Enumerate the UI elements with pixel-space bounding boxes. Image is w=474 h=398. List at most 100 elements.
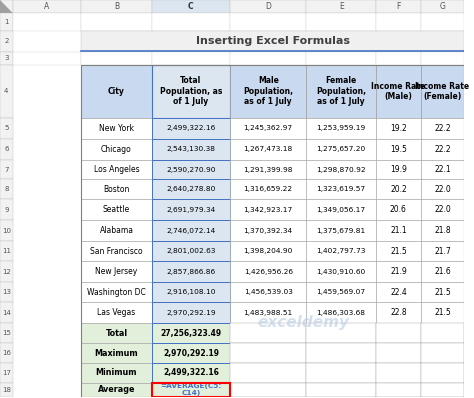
Bar [230,302,306,323]
Bar [376,179,421,199]
Bar [230,139,306,160]
Bar [421,160,464,179]
Bar [376,241,421,261]
Bar [152,241,230,261]
Bar [421,199,464,220]
Bar [421,179,464,199]
Text: A: A [45,2,50,11]
Bar [152,199,230,220]
Text: 2,590,270.90: 2,590,270.90 [166,166,216,172]
Text: Chicago: Chicago [101,144,132,154]
Bar [306,241,376,261]
Text: 22.4: 22.4 [390,288,407,297]
Bar [376,220,421,241]
Text: San Francisco: San Francisco [90,247,143,256]
Bar [13,0,81,13]
Bar [376,118,421,139]
Text: 18: 18 [2,387,11,393]
Bar [306,343,376,363]
Text: 7: 7 [4,166,9,172]
Text: 6: 6 [4,146,9,152]
Bar [421,363,464,383]
Bar [421,13,464,31]
Text: Average: Average [98,385,135,394]
Bar [230,363,306,383]
Bar [81,52,152,65]
Text: 20.6: 20.6 [390,205,407,215]
Bar [0,261,13,282]
Bar [376,363,421,383]
Bar [152,13,230,31]
Text: 1: 1 [4,19,9,25]
Text: 1,426,956.26: 1,426,956.26 [244,269,293,275]
Text: Los Angeles: Los Angeles [94,165,139,174]
Bar [81,31,464,52]
Text: 1,275,657.20: 1,275,657.20 [317,146,366,152]
Text: 1,267,473.18: 1,267,473.18 [244,146,293,152]
Text: 22.2: 22.2 [434,124,451,133]
Bar [81,302,152,323]
Text: Alabama: Alabama [100,226,134,235]
Bar [0,302,13,323]
Text: 1,342,923.17: 1,342,923.17 [244,207,293,213]
Text: 21.7: 21.7 [434,247,451,256]
Text: Maximum: Maximum [95,349,138,357]
Bar [376,302,421,323]
Bar [0,282,13,302]
Text: 1,370,392.34: 1,370,392.34 [244,228,293,234]
Bar [306,323,376,343]
Bar [152,139,230,160]
Bar [81,383,152,397]
Bar [81,0,152,13]
Text: 22.8: 22.8 [390,308,407,317]
Bar [152,160,230,179]
Bar [152,261,230,282]
Bar [306,220,376,241]
Bar [81,220,152,241]
Bar [421,261,464,282]
Text: Income Rate
(Female): Income Rate (Female) [415,82,470,101]
Bar [230,199,306,220]
Text: 1,398,204.90: 1,398,204.90 [244,248,293,254]
Bar [306,0,376,13]
Bar [0,118,13,139]
Bar [306,160,376,179]
Text: 14: 14 [2,310,11,316]
Text: Inserting Excel Formulas: Inserting Excel Formulas [196,36,350,47]
Bar [421,383,464,397]
Text: 3: 3 [4,55,9,61]
Text: Las Vegas: Las Vegas [97,308,136,317]
Text: 1,402,797.73: 1,402,797.73 [317,248,366,254]
Text: 1,375,679.81: 1,375,679.81 [317,228,366,234]
Bar [230,52,306,65]
Bar [306,13,376,31]
Bar [152,179,230,199]
Bar [306,179,376,199]
Text: 27,256,323.49: 27,256,323.49 [160,329,221,338]
Text: 2,857,866.86: 2,857,866.86 [166,269,216,275]
Bar [81,199,152,220]
Text: 1,291,399.98: 1,291,399.98 [244,166,293,172]
Text: 21.8: 21.8 [434,226,451,235]
Text: D: D [265,2,271,11]
Bar [152,65,230,118]
Bar [230,261,306,282]
Bar [152,282,230,302]
Bar [81,118,152,139]
Text: 1,298,870.92: 1,298,870.92 [316,166,366,172]
Bar [81,282,152,302]
Bar [376,261,421,282]
Bar [0,323,13,343]
Text: 16: 16 [2,350,11,356]
Bar [306,302,376,323]
Text: Boston: Boston [103,185,130,194]
Bar [376,0,421,13]
Text: 19.9: 19.9 [390,165,407,174]
Bar [306,363,376,383]
Bar [152,0,230,13]
Bar [81,343,152,363]
Bar [376,52,421,65]
Bar [230,160,306,179]
Bar [81,179,152,199]
Bar [230,383,306,397]
